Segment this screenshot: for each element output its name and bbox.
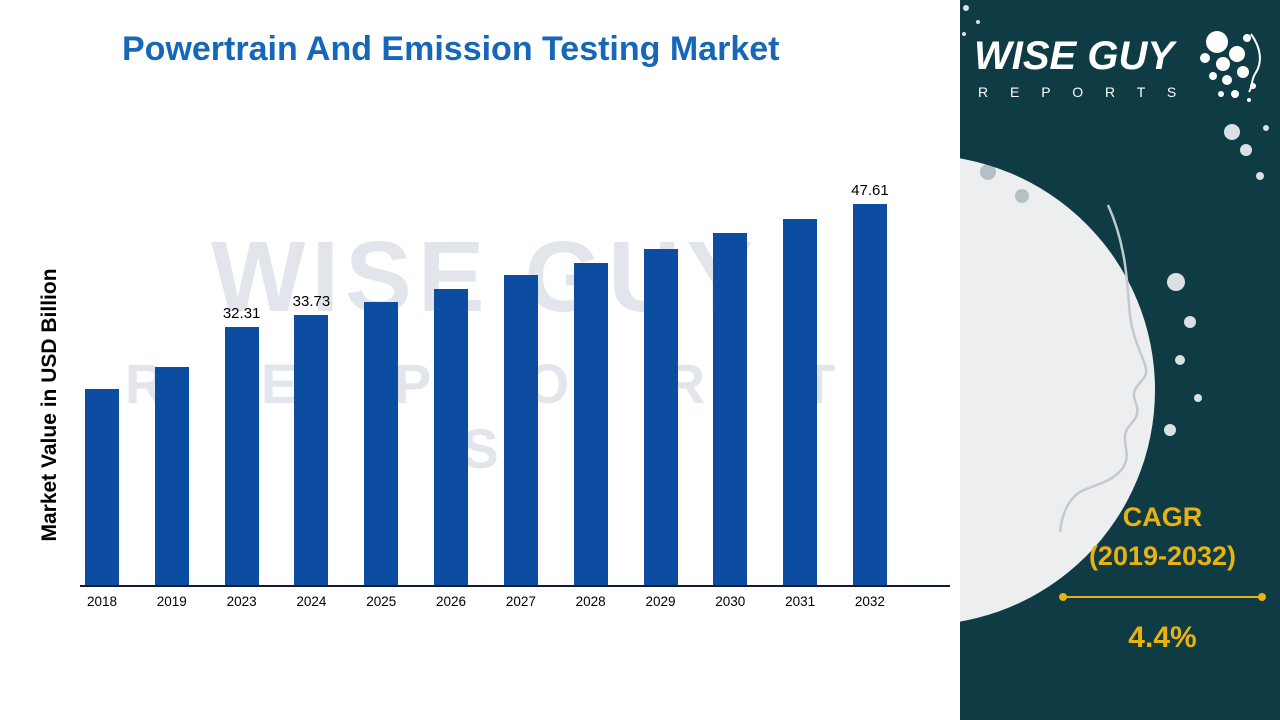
x-ticks-row: 2018 2019 2023 2024 2025 2026 2027 2028 2029 2030…	[80, 594, 892, 609]
x-tick-label: 2019	[156, 594, 187, 609]
brand-face-icon	[1200, 31, 1262, 102]
x-tick-label: 2032	[854, 594, 885, 609]
bar-column: 33.73	[289, 293, 333, 585]
dark-dot-cluster	[980, 134, 1062, 203]
cagr-value: 4.4%	[1128, 621, 1197, 654]
bar-column	[499, 275, 543, 585]
x-tick-label: 2027	[505, 594, 536, 609]
x-tick-label: 2024	[296, 594, 327, 609]
x-tick-label: 2031	[785, 594, 816, 609]
cagr-divider-line	[1059, 593, 1266, 601]
x-tick-label: 2028	[575, 594, 606, 609]
bar	[434, 289, 469, 585]
bar-value-label: 32.31	[222, 305, 261, 322]
bar-column	[429, 289, 473, 585]
brand-text: WISE GUY R E P O R T S	[974, 34, 1185, 100]
bar	[154, 367, 189, 585]
bar-column	[359, 302, 403, 585]
light-circle	[960, 158, 1155, 622]
brand-tagline: R E P O R T S	[978, 84, 1186, 100]
bar	[503, 275, 538, 585]
cagr-label: CAGR	[1122, 502, 1203, 532]
bar	[224, 327, 259, 585]
bar	[852, 204, 887, 585]
brand-logo: WISE GUY R E P O R T S	[974, 31, 1265, 112]
bar	[783, 219, 818, 585]
bar-value-label: 33.73	[292, 293, 331, 310]
bar-column	[778, 219, 822, 585]
bar-column	[80, 389, 124, 585]
page-title: Powertrain And Emission Testing Market	[122, 30, 780, 68]
y-axis-label: Market Value in USD Billion	[38, 268, 61, 542]
x-tick-label: 2025	[366, 594, 397, 609]
bar	[364, 302, 399, 585]
bar-value-label: 47.61	[851, 182, 889, 199]
panel-decoration	[960, 0, 1280, 720]
bar-column: 47.61	[848, 182, 892, 585]
white-dot-cluster	[962, 5, 1269, 436]
x-tick-label: 2029	[645, 594, 676, 609]
bar-column: 32.31	[220, 305, 264, 585]
x-tick-label: 2018	[86, 594, 118, 609]
cagr-block: CAGR (2019-2032) 4.4%	[1055, 502, 1270, 655]
bar-column	[150, 367, 194, 585]
x-tick-label: 2023	[226, 594, 257, 609]
bar	[294, 315, 329, 585]
x-tick-label: 2026	[436, 594, 467, 609]
face-profile-outline	[1058, 204, 1148, 533]
brand-panel: WISE GUY R E P O R T S CAGR (2019-2032) …	[960, 0, 1280, 720]
brand-name: WISE GUY	[974, 34, 1175, 78]
bar	[713, 233, 748, 585]
cagr-range: (2019-2032)	[1088, 541, 1237, 571]
bar-column	[569, 263, 613, 585]
bar-column	[708, 233, 752, 585]
bar	[85, 389, 119, 585]
bar	[573, 263, 608, 585]
x-tick-label: 2030	[715, 594, 746, 609]
bars-row: 32.31 33.73 47.61	[80, 182, 950, 587]
bar-column	[639, 249, 683, 585]
bar	[643, 249, 678, 585]
